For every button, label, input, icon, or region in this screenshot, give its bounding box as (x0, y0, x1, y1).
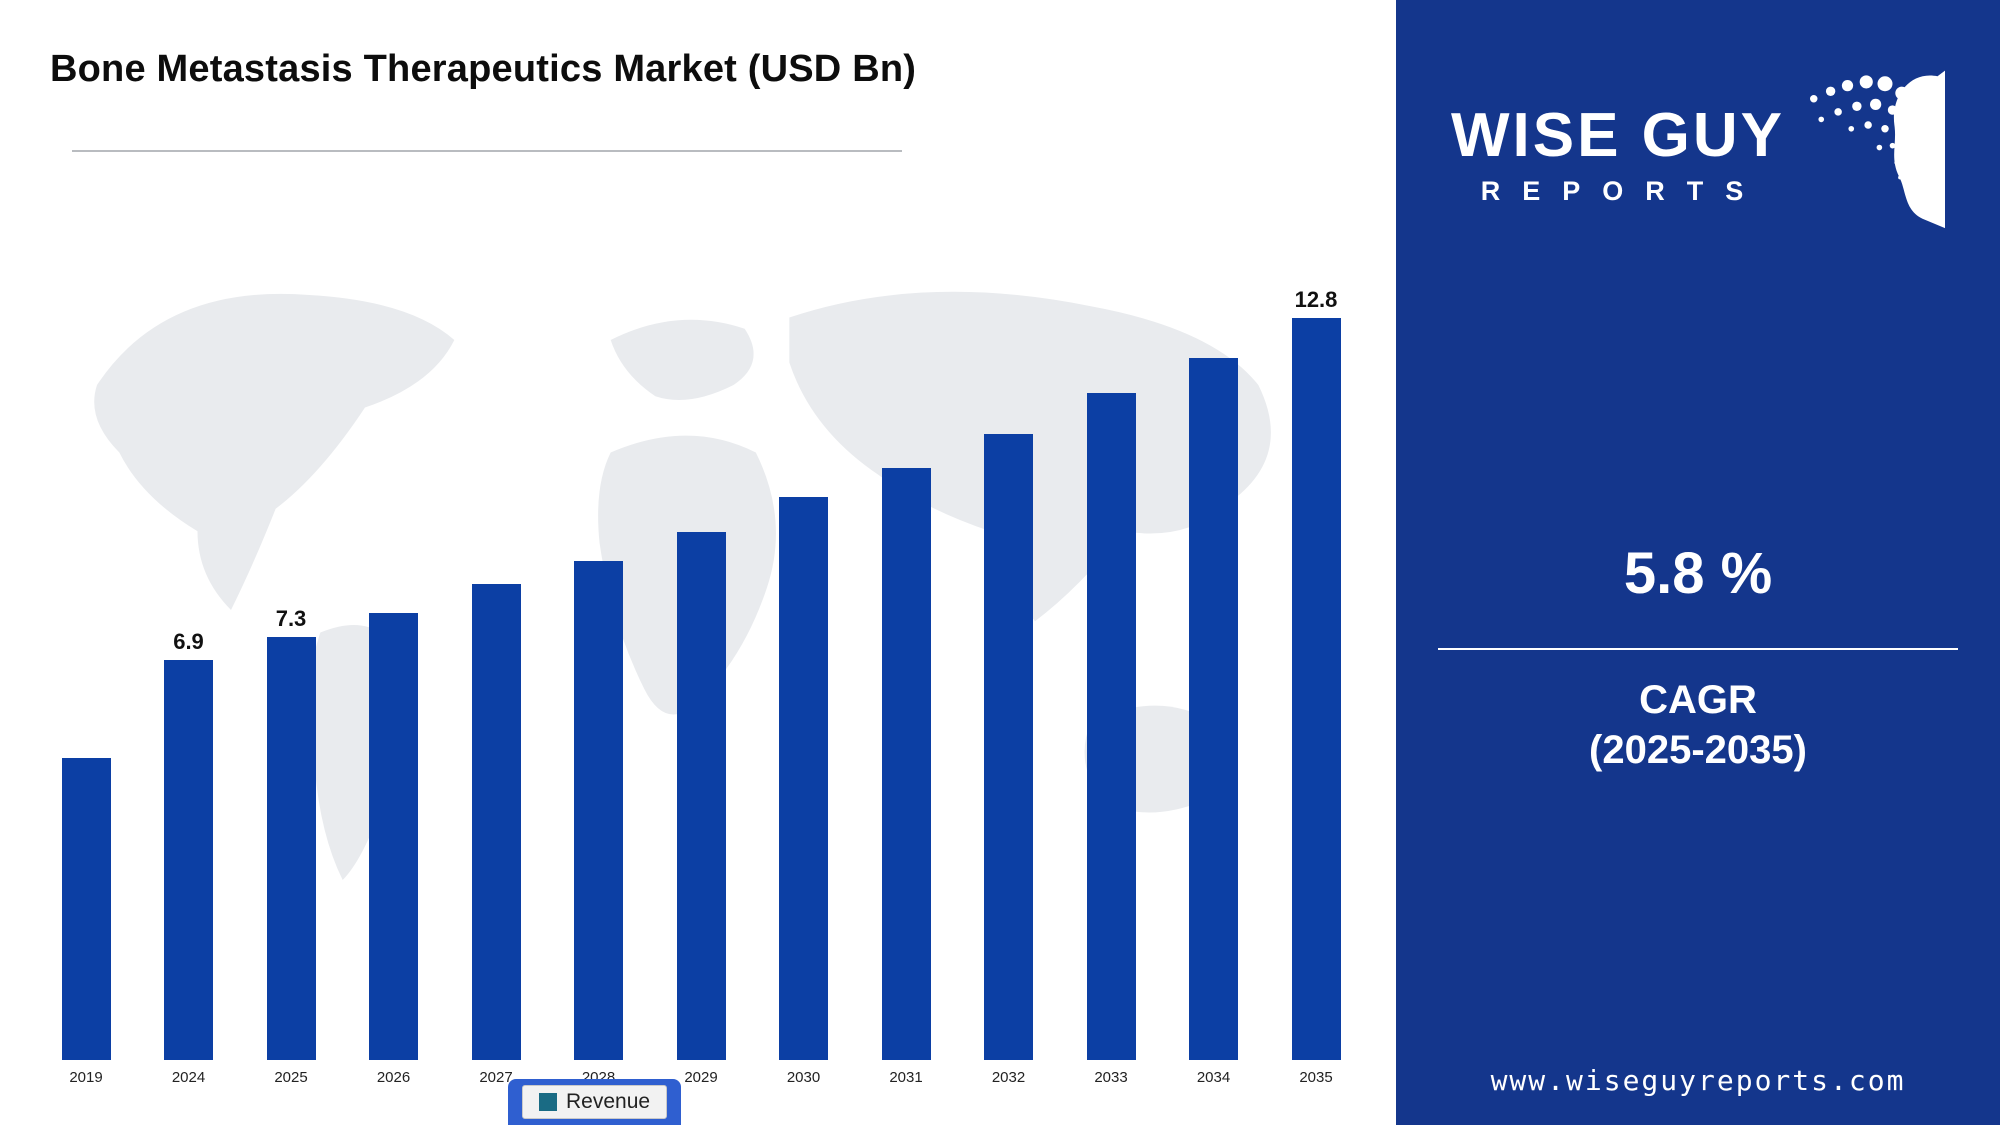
revenue-bar (164, 660, 213, 1060)
cagr-period: (2025-2035) (1589, 728, 1807, 772)
bar-column: 2034 (1183, 326, 1245, 1089)
cagr-divider (1438, 648, 1958, 650)
cagr-value: 5.8 % (1623, 541, 1773, 606)
revenue-bar (881, 468, 931, 1060)
bar-column: 2033 (1080, 361, 1142, 1089)
legend-label: Revenue (566, 1090, 651, 1113)
revenue-bar (471, 584, 521, 1060)
revenue-bar (1086, 393, 1136, 1060)
info-panel: WISE GUY REPORTS 5.8 % CAGR (2025-2035) … (1396, 0, 2000, 1125)
bar-column: 2028 (568, 529, 630, 1089)
legend: Revenue (508, 1079, 682, 1125)
revenue-bar (1189, 358, 1238, 1060)
x-axis-tick-label: 2035 (1299, 1069, 1333, 1086)
x-axis-tick-label: 2031 (889, 1069, 923, 1086)
x-axis-tick-label: 2030 (786, 1069, 821, 1086)
logo-subtitle: REPORTS (1480, 175, 1766, 206)
x-axis-tick-label: 2029 (684, 1069, 718, 1086)
bar-column: 2026 (363, 581, 425, 1089)
bar-column: 2029 (670, 500, 732, 1089)
wise-guy-reports-logo: WISE GUY REPORTS (1396, 70, 2000, 240)
revenue-bar (984, 434, 1033, 1060)
legend-color-swatch (539, 1093, 557, 1111)
revenue-bar (1291, 318, 1341, 1060)
bar-value-label: 12.8 (1294, 287, 1338, 312)
website-link[interactable]: www.wiseguyreports.com (1490, 1064, 1906, 1097)
bar-chart: 2019 6.9 2024 7.3 2025 2026 2027 2028 2029 2030 20… (55, 286, 1347, 1089)
bar-column: 2019 (55, 726, 117, 1089)
bar-column: 6.9 2024 (158, 628, 220, 1089)
revenue-bar (61, 758, 111, 1060)
bar-value-label: 7.3 (275, 606, 307, 631)
bar-column: 2032 (978, 402, 1040, 1089)
bar-column: 2031 (875, 436, 937, 1089)
dotted-head-icon (1810, 70, 1946, 229)
logo-wordmark: WISE GUY (1450, 100, 1786, 170)
title-divider (72, 150, 902, 152)
cagr-label: CAGR (1639, 678, 1757, 722)
bar-column: 2030 (773, 465, 835, 1089)
revenue-bar (676, 532, 726, 1060)
legend-pill: Revenue (508, 1079, 682, 1125)
legend-item-revenue[interactable]: Revenue (522, 1085, 668, 1119)
revenue-bar (369, 613, 418, 1060)
logo-text: WISE GUY REPORTS (1450, 100, 1786, 207)
x-axis-tick-label: 2032 (991, 1069, 1026, 1086)
chart-pane: Bone Metastasis Therapeutics Market (USD… (50, 48, 1347, 1125)
x-axis-tick-label: 2026 (376, 1069, 411, 1086)
x-axis-tick-label: 2034 (1196, 1069, 1231, 1086)
x-axis-tick-label: 2027 (479, 1069, 513, 1086)
revenue-bar (266, 637, 316, 1060)
x-axis-tick-label: 2024 (171, 1069, 206, 1086)
revenue-bar (779, 497, 828, 1060)
bar-value-label: 6.9 (173, 629, 204, 654)
bar-column: 2027 (465, 552, 527, 1089)
x-axis-tick-label: 2019 (69, 1069, 103, 1086)
bar-column: 12.8 2035 (1285, 286, 1347, 1089)
chart-title: Bone Metastasis Therapeutics Market (USD… (50, 48, 917, 90)
x-axis-tick-label: 2025 (274, 1069, 308, 1086)
x-axis-tick-label: 2033 (1094, 1069, 1128, 1086)
bar-column: 7.3 2025 (260, 605, 322, 1089)
revenue-bar (574, 561, 623, 1060)
